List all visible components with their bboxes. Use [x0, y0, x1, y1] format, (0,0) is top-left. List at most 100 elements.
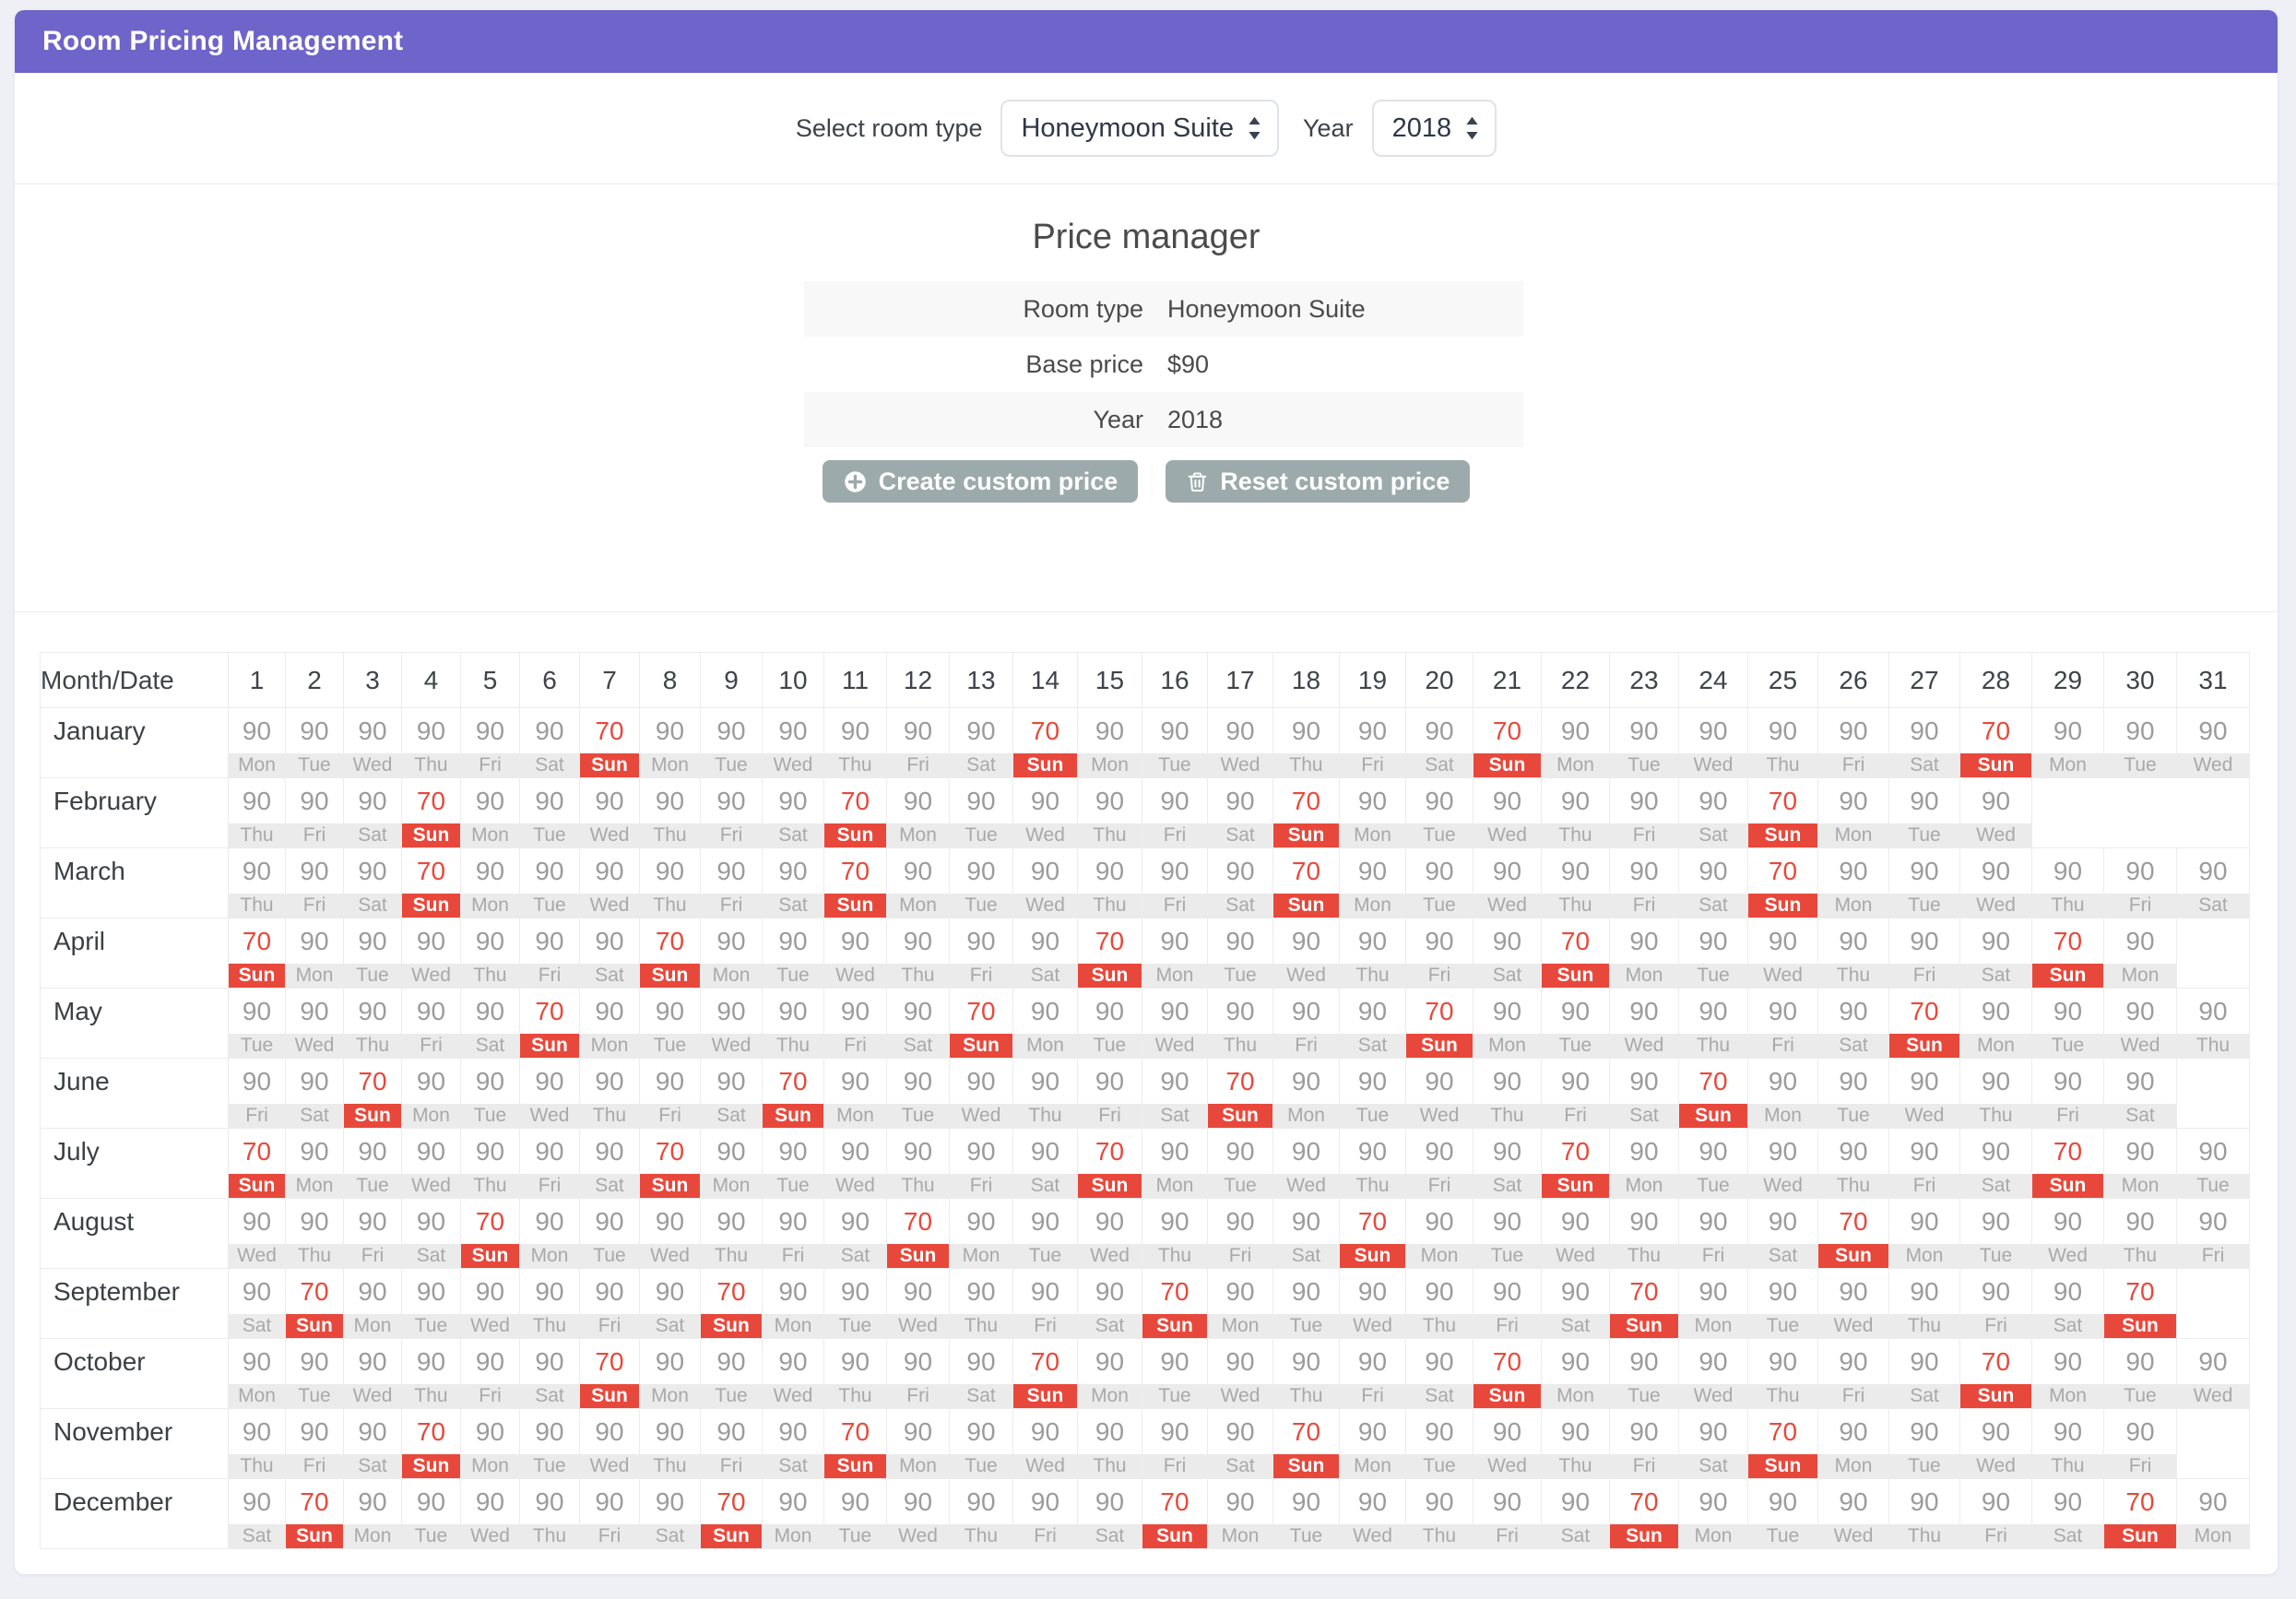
day-cell: 90 Tue — [949, 847, 1013, 918]
price-value: 90 — [1357, 856, 1388, 885]
day-cell: 90 Fri — [1747, 988, 1818, 1059]
price-value: 90 — [358, 786, 387, 815]
price-value: 90 — [966, 1486, 996, 1516]
day-cell: 90 Tue — [1272, 1268, 1340, 1339]
price-value: 90 — [475, 1486, 505, 1516]
day-cell: 90 Sat — [1959, 1128, 2032, 1199]
price-value: 90 — [1698, 1416, 1728, 1446]
day-cell: 90 Thu — [886, 918, 950, 989]
day-cell: 90 Thu — [949, 1268, 1013, 1339]
month-label-cell: May — [40, 988, 229, 1059]
day-cell: 90 Tue — [1142, 1338, 1208, 1409]
price-value: 90 — [716, 1206, 746, 1236]
price-value: 90 — [655, 1416, 685, 1446]
price-value: 90 — [242, 1066, 272, 1096]
price-value: 90 — [1910, 786, 1939, 815]
weekday-label: Mon — [1679, 1314, 1747, 1338]
price-value: 90 — [416, 716, 446, 745]
price-value: 90 — [1095, 1416, 1125, 1446]
price-value: 90 — [535, 716, 564, 745]
day-cell: 90 Thu — [2031, 847, 2104, 918]
weekday-label: Tue — [344, 1174, 401, 1198]
price-value: 90 — [1629, 1416, 1659, 1446]
weekday-label: Fri — [1610, 823, 1678, 847]
weekday-label: Fri — [2177, 1244, 2249, 1268]
price-value: 90 — [1492, 1136, 1522, 1166]
day-cell: 90 Sat — [2031, 1268, 2104, 1339]
weekday-label: Wed — [580, 894, 639, 918]
price-value: 90 — [1030, 1206, 1060, 1236]
weekday-label: Sun — [1748, 894, 1817, 918]
price-value: 90 — [1560, 1486, 1591, 1516]
price-value: 90 — [2198, 1346, 2228, 1376]
weekday-label: Thu — [402, 753, 460, 777]
day-cell: 90 Thu — [519, 1268, 580, 1339]
weekday-label: Wed — [2177, 753, 2249, 777]
price-value: 90 — [475, 786, 505, 815]
price-value: 70 — [2125, 1486, 2155, 1516]
price-value: 90 — [1425, 786, 1454, 815]
day-cell: 90 Thu — [2103, 1198, 2177, 1269]
day-cell: 90 Wed — [579, 777, 640, 848]
table-header-row: Month/Date 1 2 3 4 5 6 7 8 9 10 11 12 13 14 15 16 17 18 19 2… — [40, 652, 2250, 708]
price-value: 90 — [535, 1276, 564, 1306]
price-value: 90 — [840, 996, 870, 1025]
weekday-label: Wed — [1542, 1244, 1609, 1268]
day-cell: 90 Wed — [823, 918, 887, 989]
weekday-label: Fri — [701, 823, 762, 847]
weekday-label: Fri — [1960, 1314, 2031, 1338]
weekday-label: Tue — [1679, 964, 1747, 988]
day-cell: 90 Sat — [1207, 1408, 1273, 1479]
day-cell: 90 Fri — [700, 777, 763, 848]
day-cell: 90 Wed — [2176, 1338, 2250, 1409]
day-cell: 70 Sun — [519, 988, 580, 1059]
day-cell: 90 Thu — [228, 1408, 286, 1479]
month-row: May 90 Tue 90 Wed 90 Thu 90 Fri 90 Sat 70 Sun 90 Mon 90… — [40, 988, 2250, 1059]
day-cell: 90 Mon — [1272, 1058, 1340, 1129]
day-cell: 90 Thu — [460, 1128, 520, 1199]
weekday-label: Tue — [520, 894, 579, 918]
price-value: 90 — [778, 786, 808, 815]
price-value: 90 — [1910, 1276, 1939, 1306]
weekday-label: Wed — [1406, 1104, 1473, 1128]
day-cell: 90 Wed — [1012, 1408, 1078, 1479]
weekday-label: Tue — [824, 1524, 886, 1548]
day-cell: 90 Mon — [1817, 777, 1889, 848]
month-label-cell: October — [40, 1338, 229, 1409]
year-select[interactable]: 2018 — [1371, 100, 1497, 157]
weekday-label: Mon — [640, 753, 700, 777]
day-cell: 90 Sat — [700, 1058, 763, 1129]
price-value: 90 — [2198, 856, 2228, 885]
weekday-label: Tue — [1013, 1244, 1077, 1268]
weekday-label: Thu — [286, 1244, 343, 1268]
day-cell: 70 Sun — [2103, 1268, 2177, 1339]
day-cell: 70 Sun — [949, 988, 1013, 1059]
price-value: 90 — [1560, 716, 1591, 745]
day-cell: 90 Thu — [639, 1408, 701, 1479]
room-type-select[interactable]: Honeymoon Suite — [1000, 100, 1280, 157]
weekday-label: Wed — [887, 1524, 949, 1548]
weekday-label: Sun — [520, 1034, 579, 1058]
weekday-label: Sat — [2032, 1314, 2103, 1338]
day-cell: 90 Sat — [460, 988, 520, 1059]
price-value: 90 — [2125, 1346, 2155, 1376]
reset-custom-price-button[interactable]: Reset custom price — [1166, 460, 1471, 503]
weekday-label: Wed — [1960, 823, 2031, 847]
day-cell: 90 Thu — [2176, 988, 2250, 1059]
create-custom-price-button[interactable]: Create custom price — [822, 460, 1139, 503]
weekday-label: Wed — [229, 1244, 285, 1268]
price-value: 90 — [2053, 1346, 2083, 1376]
day-cell: 90 Fri — [1207, 1198, 1273, 1269]
day-cell: 90 Sat — [1272, 1198, 1340, 1269]
day-cell: 90 Sat — [1888, 1338, 1960, 1409]
price-value: 90 — [966, 716, 996, 745]
price-value: 90 — [903, 1276, 933, 1306]
price-value: 70 — [475, 1206, 505, 1236]
price-value: 90 — [903, 1066, 933, 1096]
weekday-label: Mon — [701, 1174, 762, 1198]
page-header: Room Pricing Management — [15, 10, 2278, 73]
day-cell: 90 Wed — [2031, 1198, 2104, 1269]
price-value: 90 — [1768, 716, 1798, 745]
price-value: 90 — [1357, 1486, 1388, 1516]
weekday-label: Wed — [824, 964, 886, 988]
